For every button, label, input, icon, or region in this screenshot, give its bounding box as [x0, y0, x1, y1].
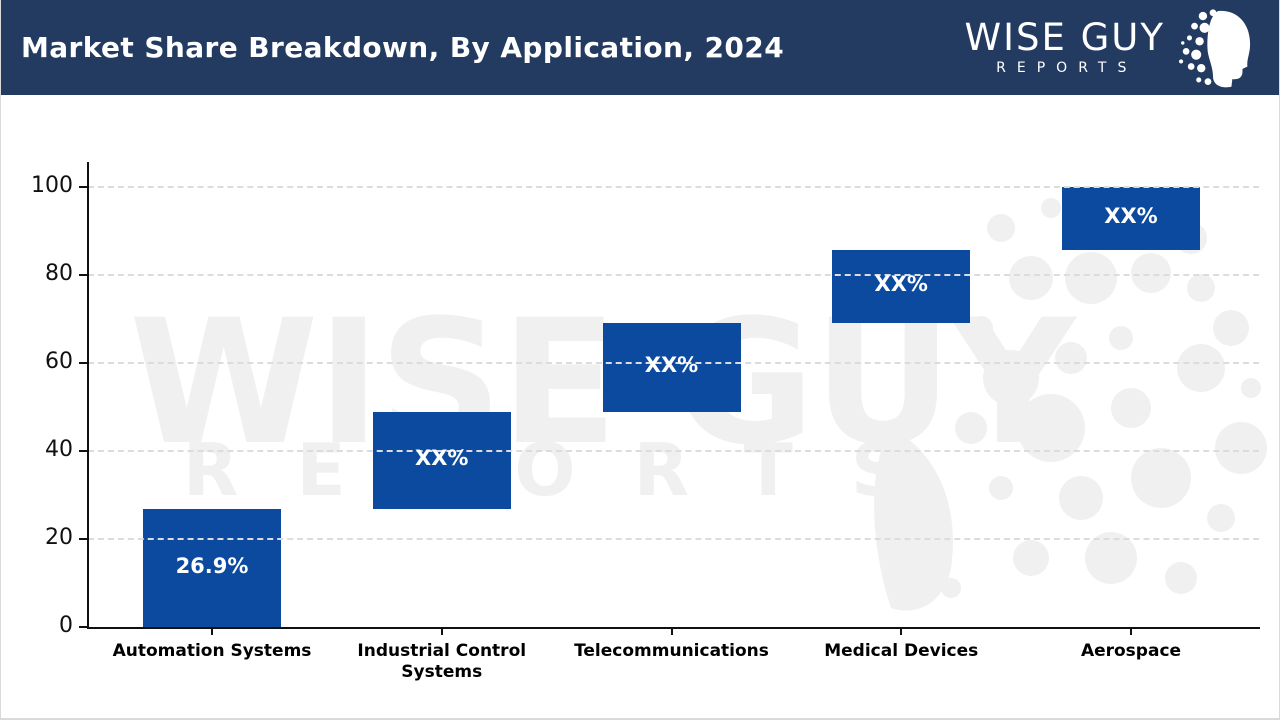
category-label-aerospace: Aerospace	[1080, 641, 1182, 661]
x-tick-medical-devices	[900, 627, 903, 635]
logo-text: WISE GUY REPORTS	[965, 19, 1165, 76]
bar-label-industrial-control-systems: XX%	[415, 446, 469, 471]
category-label-medical-devices: Medical Devices	[824, 641, 979, 661]
bar-label-aerospace: XX%	[1104, 204, 1158, 229]
wise-guy-reports-logo: WISE GUY REPORTS	[965, 6, 1255, 90]
bar-industrial-control-systems	[372, 411, 511, 509]
category-label-industrial-control-systems: Industrial Control Systems	[357, 641, 527, 683]
y-tick-60	[79, 362, 88, 364]
x-tick-automation-systems	[211, 627, 213, 635]
waterfall-chart: 0 20 40 60 80 100 26.9% Automation Systems XX% In…	[1, 95, 1279, 718]
gridline-80	[88, 274, 1259, 276]
x-tick-aerospace	[1130, 627, 1132, 635]
bar-telecommunications	[602, 322, 741, 412]
watermark-head-icon	[874, 191, 1267, 611]
gridline-60	[88, 362, 1259, 364]
y-tick-20	[79, 538, 88, 540]
y-tick-label-80: 80	[45, 261, 73, 286]
watermark-subtitle: REPORTS	[183, 428, 961, 512]
gridline-20	[88, 538, 1259, 540]
logo-subtitle: REPORTS	[996, 60, 1138, 76]
logo-wordmark: WISE GUY	[964, 16, 1165, 59]
header-bar: Market Share Breakdown, By Application, …	[1, 0, 1279, 95]
gridline-100	[88, 186, 1259, 188]
category-label-automation-systems: Automation Systems	[112, 641, 312, 661]
y-tick-label-0: 0	[59, 613, 73, 638]
bar-label-telecommunications: XX%	[644, 353, 699, 378]
page-title: Market Share Breakdown, By Application, …	[21, 31, 785, 64]
x-tick-telecommunications	[670, 627, 673, 635]
category-label-telecommunications: Telecommunications	[574, 641, 769, 661]
y-tick-label-20: 20	[45, 525, 73, 550]
bar-automation-systems	[143, 508, 281, 627]
y-tick-label-100: 100	[31, 173, 73, 198]
gridline-40	[88, 450, 1259, 452]
y-axis-line	[87, 162, 89, 628]
bar-label-automation-systems: 26.9%	[175, 553, 249, 578]
y-tick-80	[79, 274, 88, 276]
logo-head-icon	[1178, 8, 1251, 87]
y-tick-100	[79, 186, 88, 188]
bar-aerospace	[1062, 187, 1200, 250]
y-tick-label-40: 40	[45, 437, 73, 462]
y-tick-label-60: 60	[45, 349, 73, 374]
bar-label-medical-devices: XX%	[874, 272, 928, 297]
bar-medical-devices	[832, 249, 971, 323]
x-tick-industrial-control-systems	[440, 627, 443, 635]
x-axis-line	[87, 627, 1260, 629]
y-tick-0	[79, 626, 88, 628]
y-tick-40	[79, 450, 88, 452]
